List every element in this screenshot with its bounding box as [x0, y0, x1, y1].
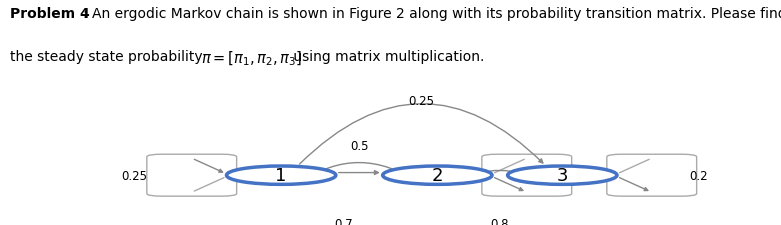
Circle shape	[226, 166, 336, 184]
Text: 1: 1	[276, 166, 287, 184]
Text: 0.5: 0.5	[350, 139, 369, 152]
Text: $\pi = [\pi_1, \pi_2, \pi_3]$: $\pi = [\pi_1, \pi_2, \pi_3]$	[201, 50, 303, 68]
Text: 0.2: 0.2	[689, 169, 708, 182]
Circle shape	[508, 166, 617, 184]
Text: 0.8: 0.8	[490, 217, 509, 225]
Circle shape	[383, 166, 492, 184]
Text: 0.3: 0.3	[564, 169, 583, 182]
Text: 0.25: 0.25	[408, 94, 435, 108]
Text: 0.7: 0.7	[334, 217, 353, 225]
Text: 3: 3	[557, 166, 568, 184]
Text: 0.25: 0.25	[121, 169, 147, 182]
Text: : An ergodic Markov chain is shown in Figure 2 along with its probability transi: : An ergodic Markov chain is shown in Fi…	[83, 7, 781, 21]
Text: using matrix multiplication.: using matrix multiplication.	[289, 50, 484, 63]
Text: Problem 4: Problem 4	[10, 7, 90, 21]
Text: 2: 2	[432, 166, 443, 184]
Text: the steady state probability: the steady state probability	[10, 50, 207, 63]
